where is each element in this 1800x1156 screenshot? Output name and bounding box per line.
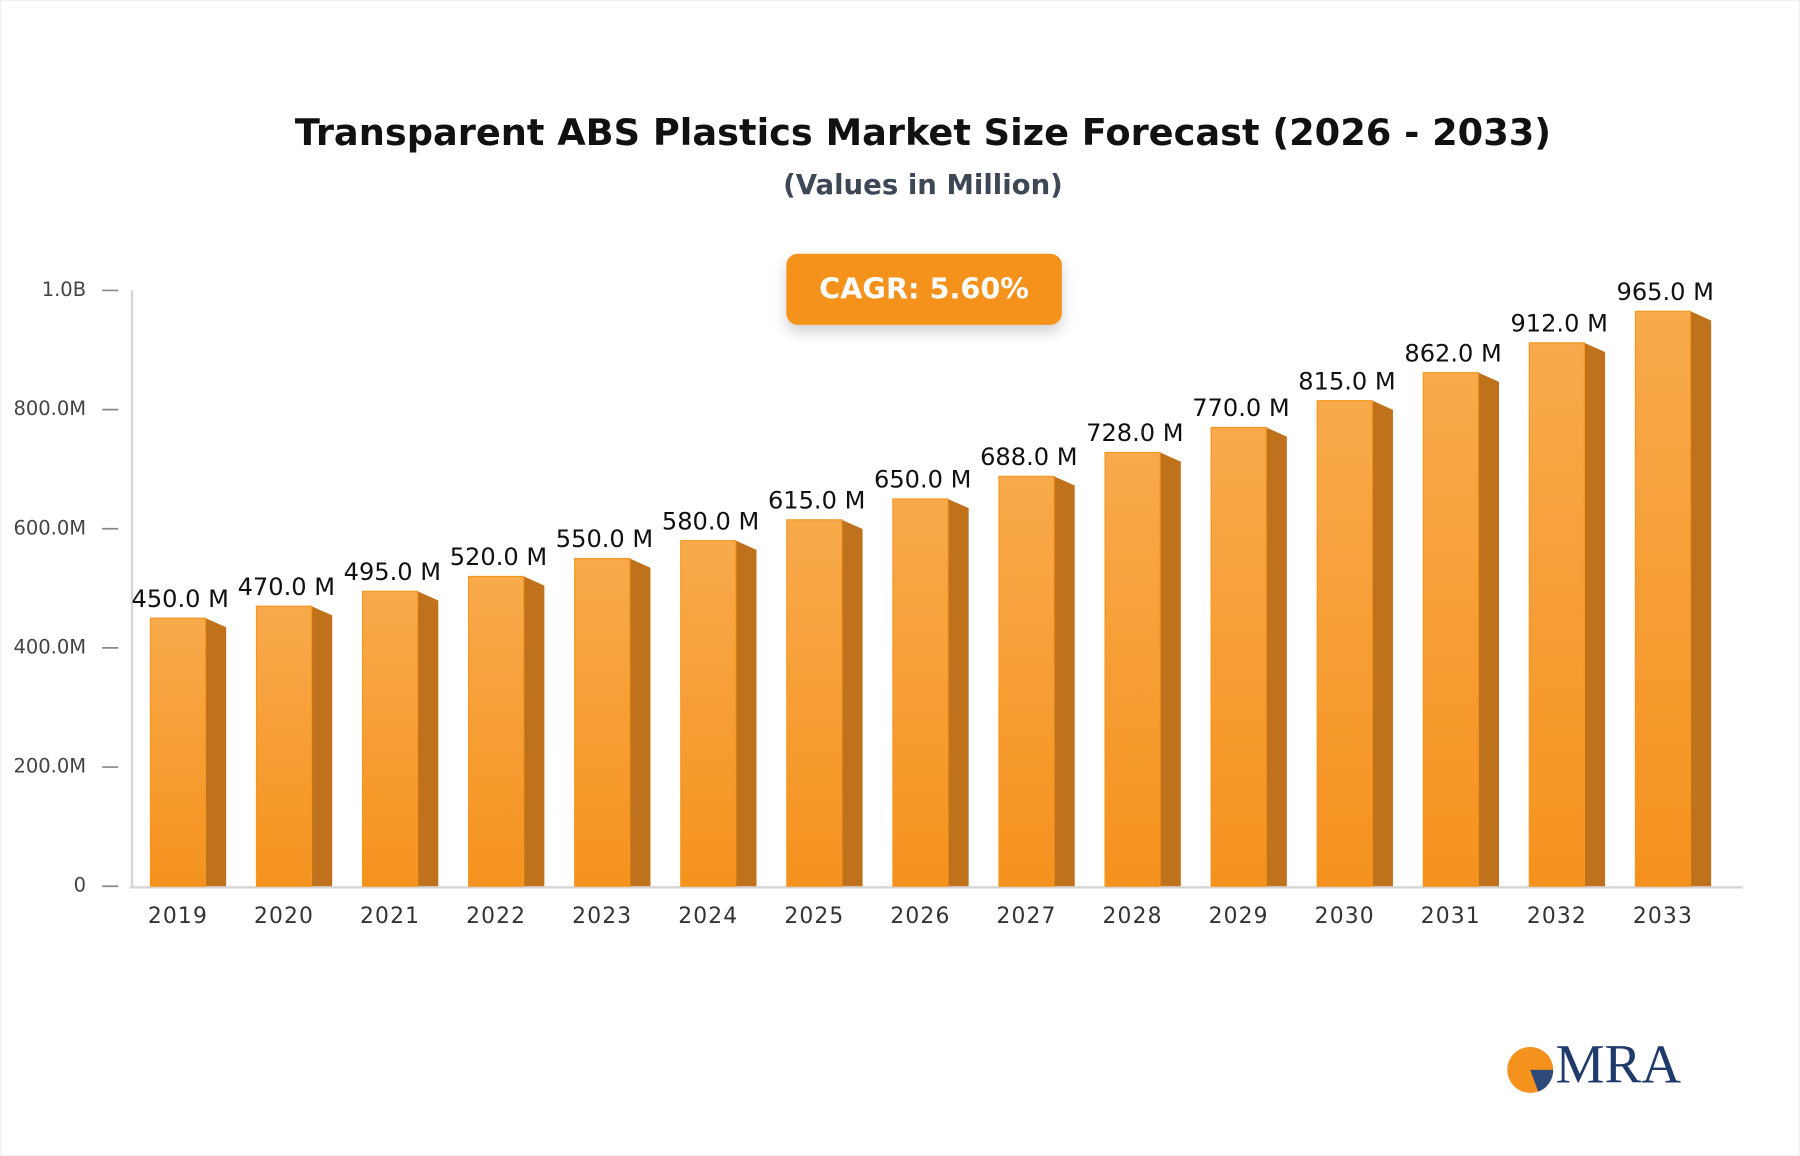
x-tick-label: 2020 [254,904,314,929]
value-label: 815.0 M [1298,367,1395,395]
x-tick-label: 2032 [1527,904,1587,929]
bar [1210,426,1267,887]
bar [1528,342,1585,887]
cagr-label: CAGR: 5.60% [819,271,1029,305]
value-label: 912.0 M [1510,309,1607,337]
bar [1634,310,1692,887]
x-tick-label: 2022 [466,904,526,929]
bar [1422,372,1479,887]
logo: MRA [1507,1034,1681,1095]
bar-side [1690,311,1712,887]
value-label: 862.0 M [1404,339,1501,367]
bar [574,557,631,887]
bar-side [205,618,227,887]
bar [149,617,207,887]
y-tick-label: 600.0M [13,516,86,539]
chart-title: Transparent ABS Plastics Market Size For… [295,111,1551,154]
bar-side [629,558,651,887]
value-label: 550.0 M [556,525,653,553]
y-tick-label: 400.0M [13,635,86,658]
logo-text: MRA [1555,1034,1681,1095]
bar-side [947,498,969,887]
x-tick-label: 2030 [1315,904,1375,929]
x-tick-label: 2023 [572,904,632,929]
bar-side [311,606,333,887]
value-label: 580.0 M [662,507,759,535]
bar-side [841,519,863,887]
value-label: 770.0 M [1192,394,1289,422]
bar-side [1054,476,1075,887]
x-tick-label: 2033 [1633,904,1693,929]
x-tick-label: 2025 [784,904,844,929]
bar-side [735,540,757,887]
bar [998,475,1055,887]
x-tick-label: 2019 [148,904,208,929]
x-tick-label: 2029 [1209,904,1269,929]
value-label: 495.0 M [344,558,441,586]
x-tick-label: 2024 [678,904,738,929]
bar-side [1584,342,1606,887]
bar [892,498,949,887]
y-tick-label: 1.0B [42,278,86,301]
x-tick-label: 2026 [890,904,950,929]
value-label: 688.0 M [980,443,1077,471]
y-tick-label: 200.0M [13,755,86,778]
x-tick-label: 2021 [360,904,420,929]
bar-side [417,591,439,887]
bar-side [523,576,545,887]
x-tick-label: 2027 [996,904,1056,929]
bar-side [1372,400,1393,887]
value-label: 965.0 M [1617,278,1714,306]
value-label: 615.0 M [768,486,865,514]
x-tick-label: 2031 [1421,904,1481,929]
bar [255,605,313,887]
value-label: 470.0 M [238,573,335,601]
x-tick-label: 2028 [1103,904,1163,929]
bar [361,590,419,887]
bar [1316,400,1373,887]
bar-side [1266,427,1287,887]
chart-subtitle: (Values in Million) [783,169,1063,201]
bar [680,540,737,887]
value-label: 728.0 M [1086,419,1183,447]
bar [1104,451,1161,887]
bar-side [1478,372,1500,887]
bar [786,519,843,887]
bar-side [1160,452,1181,887]
y-tick-label: 800.0M [13,397,86,420]
value-label: 650.0 M [874,466,971,494]
bar [468,575,525,887]
cagr-badge [786,253,1062,325]
value-label: 450.0 M [132,585,229,613]
y-tick-label: 0 [74,874,86,897]
value-label: 520.0 M [450,543,547,571]
logo-icon-slice [1530,1069,1554,1092]
